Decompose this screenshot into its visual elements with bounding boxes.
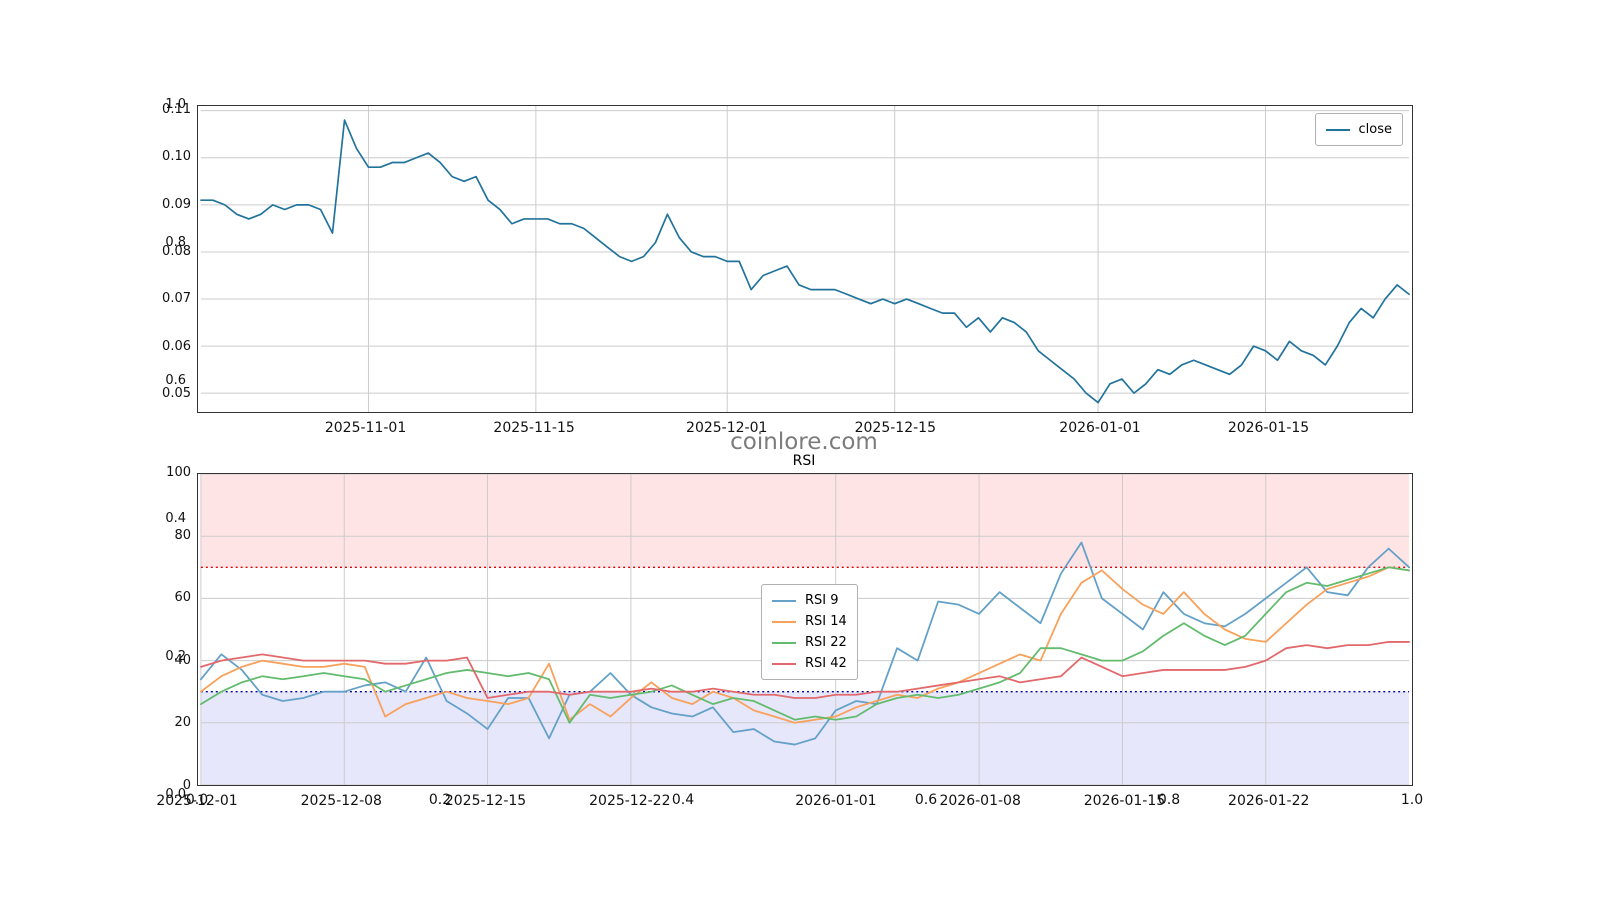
x-tick-label: 2026-01-01 (795, 793, 877, 809)
legend-line-swatch (772, 599, 796, 602)
y-tick-label: 0.2 (165, 649, 186, 664)
oversold-band (200, 691, 1410, 785)
series-rsi-22 (199, 566, 1411, 724)
x-tick-label: 2025-12-01 (686, 420, 768, 436)
x-tick-label: 0.4 (671, 792, 695, 808)
y-tick-label: 0.05 (162, 386, 191, 402)
x-tick-label: 2026-01-01 (1059, 420, 1141, 436)
y-tick-label: 1.0 (165, 97, 186, 112)
rsi-legend: RSI 9 RSI 14 RSI 22 RSI 42 (761, 584, 858, 680)
overbought-band (200, 474, 1410, 568)
legend-line-swatch (772, 620, 796, 623)
y-tick-label: 0.8 (165, 235, 186, 250)
x-tick-label: 2025-12-15 (444, 793, 527, 809)
legend-item: RSI 14 (772, 611, 847, 632)
y-tick-label: 0.09 (162, 196, 191, 212)
watermark: coinlore.com (730, 429, 878, 455)
y-tick-label: 0.07 (162, 291, 191, 307)
y-tick-label: 0.08 (162, 243, 191, 259)
x-tick-label: 2026-01-15 (1227, 420, 1310, 436)
series-close (200, 119, 1410, 404)
legend-item: RSI 22 (772, 632, 847, 653)
x-tick-label: 0.2 (428, 792, 452, 808)
x-tick-label: 2025-12-08 (300, 793, 382, 809)
series-rsi-42 (199, 641, 1411, 699)
x-tick-label: 2025-11-01 (324, 420, 407, 436)
y-tick-label: 0.4 (165, 511, 186, 526)
legend-line-swatch (772, 662, 796, 665)
legend-item: RSI 42 (772, 653, 847, 674)
y-tick-label: 0.10 (162, 149, 191, 165)
series-rsi-9 (199, 541, 1411, 746)
rsi-chart: RSI 9 RSI 14 RSI 22 RSI 42 (197, 473, 1413, 786)
x-tick-label: 2026-01-22 (1228, 793, 1310, 809)
legend-line-swatch (1325, 128, 1350, 131)
x-tick-label: 2025-12-22 (589, 793, 671, 809)
legend-label: RSI 22 (805, 635, 847, 650)
y-tick-label: 0 (182, 778, 191, 793)
rsi-chart-canvas (199, 474, 1411, 785)
y-tick-label: 60 (174, 590, 191, 606)
legend-label: RSI 42 (805, 656, 847, 671)
x-tick-label: 1.0 (1400, 792, 1424, 808)
legend-line-swatch (772, 641, 796, 644)
price-chart: close (197, 105, 1413, 413)
legend-item: close (1325, 119, 1392, 140)
x-tick-label: 0.0 (185, 792, 209, 808)
y-tick-label: 0.0 (165, 787, 186, 802)
y-tick-label: 20 (174, 715, 191, 731)
y-tick-label: 0.6 (165, 373, 186, 388)
y-tick-label: 0.11 (162, 101, 191, 117)
y-tick-label: 40 (174, 652, 191, 668)
legend-label: RSI 9 (805, 593, 839, 608)
series-rsi-14 (199, 566, 1411, 724)
x-tick-label: 2025-11-15 (493, 420, 575, 436)
legend-item: RSI 9 (772, 590, 847, 611)
x-tick-label: 0.6 (914, 792, 938, 808)
price-chart-canvas (200, 106, 1410, 412)
x-tick-label: 2026-01-15 (1083, 793, 1166, 809)
rsi-chart-title: RSI (792, 453, 816, 469)
y-tick-label: 80 (174, 527, 191, 543)
y-tick-label: 0.06 (162, 338, 191, 354)
legend-label: RSI 14 (805, 614, 847, 629)
x-tick-label: 2026-01-08 (939, 793, 1021, 809)
x-tick-label: 2025-12-01 (156, 793, 238, 809)
y-tick-label: 100 (166, 465, 191, 480)
x-tick-label: 2025-12-15 (854, 420, 936, 436)
legend-label: close (1358, 122, 1392, 137)
x-tick-label: 0.8 (1157, 792, 1181, 808)
price-legend: close (1314, 113, 1403, 146)
